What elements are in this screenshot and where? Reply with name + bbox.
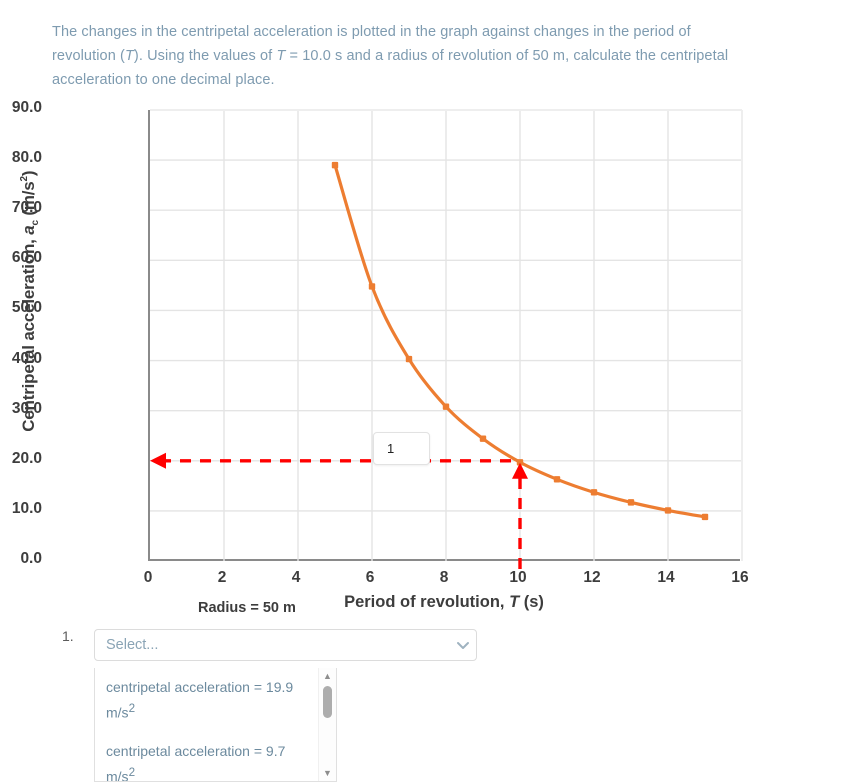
chart: Centripetal acceleration, ac (m/s2) 0.0 1… [0, 95, 800, 625]
y-axis-tick-label: 40.0 [11, 349, 42, 367]
x-axis-tick-label: 0 [143, 569, 153, 586]
y-axis-tick-label: 80.0 [11, 149, 42, 167]
y-axis-label-subscript: c [30, 220, 42, 226]
list-item[interactable]: centripetal acceleration = 19.9 m/s2 [95, 668, 336, 732]
chevron-down-icon[interactable] [450, 638, 476, 652]
question-text: The changes in the centripetal accelerat… [52, 20, 752, 92]
plot-area [148, 109, 743, 569]
option-label: centripetal acceleration = 19.9 m/s [106, 679, 294, 721]
options-scrollbar[interactable]: ▲ ▼ [318, 668, 336, 781]
y-axis-tick-label: 0.0 [20, 550, 42, 567]
data-point-marker [405, 355, 413, 363]
y-axis-tick-label: 60.0 [11, 249, 42, 267]
answer-select-value[interactable]: Select... [106, 637, 159, 653]
x-axis-tick-label: 14 [657, 569, 675, 586]
list-item[interactable]: centripetal acceleration = 9.7 m/s2 [95, 732, 336, 782]
y-axis-tick-label: 90.0 [11, 99, 42, 116]
question-line-2c: = 10.0 s and a radius of revolution of 5… [285, 48, 657, 64]
x-axis-tick-label: 12 [583, 569, 601, 586]
data-point-marker [590, 489, 598, 496]
question-line-1: The changes in the centripetal accelerat… [52, 24, 691, 40]
data-point-marker [627, 499, 635, 506]
option-superscript: 2 [128, 702, 136, 715]
scroll-up-icon[interactable]: ▲ [323, 671, 332, 681]
data-point-marker [479, 435, 487, 442]
y-axis-tick-label: 20.0 [11, 449, 42, 467]
option-label: centripetal acceleration = 9.7 m/s [106, 742, 286, 782]
option-superscript: 2 [128, 765, 136, 779]
italic-T-2: T [276, 48, 286, 64]
y-axis-tick-label: 10.0 [11, 499, 42, 517]
y-axis-tick-label: 50.0 [11, 299, 42, 317]
x-axis-label: Period of revolution, T (s) [148, 593, 740, 612]
data-point-marker [701, 513, 709, 521]
radius-annotation: Radius = 50 m [198, 600, 296, 616]
data-point-marker [516, 459, 524, 466]
data-point-marker [442, 403, 450, 410]
question-line-3: centripetal acceleration to one decimal … [52, 48, 729, 88]
x-axis-label-symbol: T [509, 593, 520, 611]
data-tooltip: 1 [373, 432, 430, 465]
data-point-marker [664, 507, 672, 514]
y-axis-label-paren: ) [18, 170, 38, 177]
guide-arrow-up [512, 462, 528, 479]
data-tooltip-label: 1 [387, 441, 395, 456]
scrollbar-thumb[interactable] [323, 686, 332, 718]
x-axis-tick-label: 16 [731, 569, 749, 586]
x-axis-tick-label: 2 [217, 569, 227, 586]
x-axis-label-units: (s) [519, 593, 544, 611]
y-axis-label-symbol: a [18, 225, 38, 235]
italic-T-1: T [124, 48, 134, 64]
answer-select[interactable]: Select... [94, 629, 477, 661]
x-axis-tick-label: 4 [291, 569, 301, 586]
x-axis-label-text: Period of revolution, [344, 593, 510, 611]
y-axis-tick-label: 70.0 [11, 199, 42, 217]
x-axis-tick-label: 10 [509, 569, 527, 586]
question-line-2a: revolution ( [52, 48, 125, 64]
answer-number-label: 1. [62, 628, 74, 644]
data-series-line [333, 163, 707, 519]
x-axis-tick-label: 6 [365, 569, 375, 586]
data-point-marker [553, 476, 561, 483]
answer-options-list[interactable]: centripetal acceleration = 19.9 m/s2 cen… [94, 668, 337, 782]
question-line-2b: ). Using the values of [133, 48, 277, 64]
plot-svg [150, 109, 743, 569]
data-point-marker [368, 283, 376, 290]
y-axis-tick-label: 30.0 [11, 399, 42, 417]
y-axis-label-superscript: 2 [19, 176, 31, 182]
data-point-marker [331, 161, 339, 169]
x-axis-tick-label: 8 [439, 569, 449, 586]
guide-arrow-left [150, 452, 166, 469]
scroll-down-icon[interactable]: ▼ [323, 768, 332, 778]
